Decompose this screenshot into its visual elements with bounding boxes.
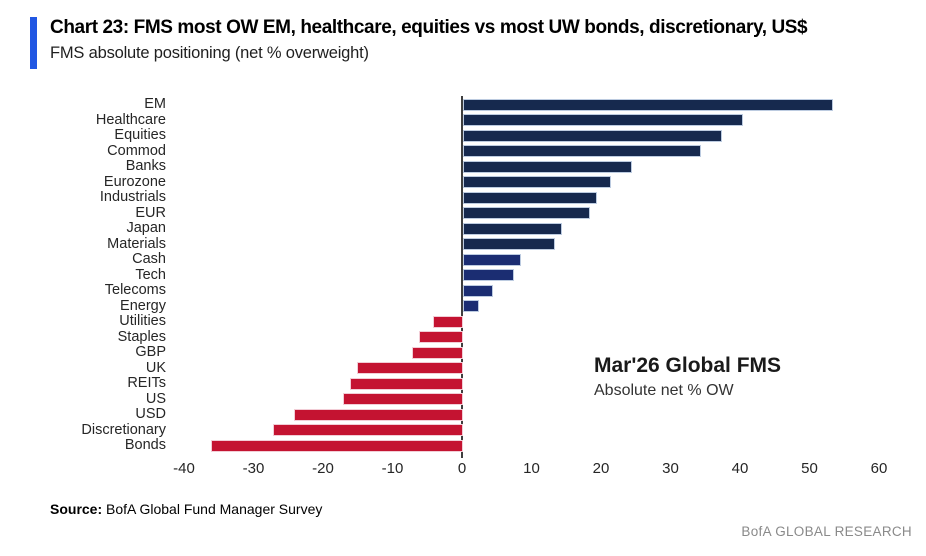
category-label: US — [145, 390, 166, 407]
category-label: Banks — [125, 158, 166, 174]
chart-row-staples: Staples — [0, 328, 926, 346]
chart-row-energy: Energy — [0, 297, 926, 315]
bar-reits — [349, 377, 463, 390]
category-label: Telecoms — [104, 282, 166, 298]
category-label: Industrials — [99, 189, 166, 205]
chart-row-industrials: Industrials — [0, 189, 926, 206]
bar-cash — [463, 253, 521, 266]
bar-bonds — [210, 439, 463, 452]
bar-utilities — [433, 315, 463, 328]
x-tick-label: -30 — [242, 460, 265, 477]
category-label: Bonds — [124, 437, 166, 453]
x-tick-label: -40 — [173, 460, 195, 477]
bar-eur — [463, 207, 591, 219]
category-label: GBP — [135, 344, 166, 360]
x-tick-label: 50 — [801, 460, 818, 477]
chart-row-eur: EUR — [0, 204, 926, 222]
chart-row-equities: Equities — [0, 127, 926, 144]
bar-telecoms — [463, 284, 493, 297]
chart-row-telecoms: Telecoms — [0, 282, 926, 299]
annotation-subtitle: Absolute net % OW — [594, 382, 734, 399]
bar-discretionary — [273, 424, 463, 436]
category-label: Tech — [135, 266, 166, 283]
chart-row-gbp: GBP — [0, 344, 926, 361]
bar-chart: EM Healthcare Equities Commod Banks Eurozone I… — [0, 96, 926, 458]
chart-title: Chart 23: FMS most OW EM, healthcare, eq… — [50, 17, 808, 38]
chart-row-uk: UK — [0, 359, 926, 377]
bar-tech — [463, 269, 514, 281]
chart-row-usd: USD — [0, 406, 926, 423]
bar-staples — [419, 331, 463, 343]
bar-equities — [463, 129, 723, 142]
x-tick-label: 20 — [592, 460, 610, 477]
category-label: Materials — [107, 235, 166, 252]
chart-row-reits: REITs — [0, 375, 926, 392]
category-label: Energy — [120, 297, 166, 314]
bar-energy — [463, 300, 479, 312]
source-note: Source: BofA Global Fund Manager Survey — [50, 501, 322, 517]
category-label: UK — [145, 359, 166, 376]
title-accent-bar — [30, 17, 37, 69]
chart-row-japan: Japan — [0, 220, 926, 237]
annotation-title: Mar'26 Global FMS — [594, 354, 782, 377]
chart-row-commod: Commod — [0, 142, 926, 160]
bar-healthcare — [463, 114, 743, 126]
category-label: USD — [135, 406, 166, 422]
chart-row-utilities: Utilities — [0, 313, 926, 330]
chart-row-materials: Materials — [0, 235, 926, 253]
chart-row-em: EM — [0, 96, 926, 113]
chart-row-bonds: Bonds — [0, 437, 926, 454]
category-label: Japan — [126, 220, 166, 236]
bar-japan — [463, 222, 563, 235]
x-tick-label: 0 — [457, 460, 467, 477]
x-tick-label: 30 — [662, 460, 679, 477]
chart-row-us: US — [0, 390, 926, 408]
chart-row-eurozone: Eurozone — [0, 173, 926, 191]
chart-row-banks: Banks — [0, 158, 926, 175]
bar-em — [463, 98, 834, 111]
chart-subtitle: FMS absolute positioning (net % overweig… — [50, 44, 369, 62]
source-text: BofA Global Fund Manager Survey — [102, 501, 323, 517]
chart-annotation: Mar'26 Global FMS Absolute net % OW — [594, 354, 781, 400]
category-label: Staples — [117, 328, 166, 345]
bar-commod — [463, 145, 702, 157]
x-tick-label: 10 — [523, 460, 540, 477]
bar-materials — [463, 238, 556, 250]
chart-row-tech: Tech — [0, 266, 926, 284]
bar-us — [342, 393, 463, 405]
chart-row-cash: Cash — [0, 251, 926, 268]
brand-footer: BofA GLOBAL RESEARCH — [741, 524, 912, 539]
x-tick-label: 40 — [731, 460, 749, 477]
category-label: REITs — [127, 375, 166, 391]
category-label: Eurozone — [103, 173, 166, 190]
chart-row-discretionary: Discretionary — [0, 421, 926, 439]
bar-eurozone — [463, 176, 611, 188]
x-axis-tick-labels: -40 -30 -20 -10 0 10 20 30 40 50 60 — [0, 460, 926, 480]
category-label: Healthcare — [95, 111, 166, 128]
x-tick-label: -10 — [381, 460, 404, 477]
category-label: EM — [144, 96, 166, 112]
chart-row-healthcare: Healthcare — [0, 111, 926, 129]
category-label: Cash — [132, 251, 166, 267]
bar-industrials — [463, 191, 598, 204]
bar-gbp — [412, 346, 463, 359]
source-label: Source: — [50, 501, 103, 517]
bar-usd — [294, 408, 463, 421]
category-label: Commod — [107, 142, 166, 159]
category-label: EUR — [135, 204, 166, 221]
bar-uk — [356, 362, 463, 374]
category-label: Utilities — [119, 313, 166, 329]
bar-banks — [463, 160, 632, 173]
x-tick-label: -20 — [312, 460, 334, 477]
x-tick-label: 60 — [870, 460, 888, 477]
category-label: Discretionary — [81, 421, 166, 438]
zero-axis-line — [461, 96, 463, 458]
category-label: Equities — [114, 127, 166, 143]
